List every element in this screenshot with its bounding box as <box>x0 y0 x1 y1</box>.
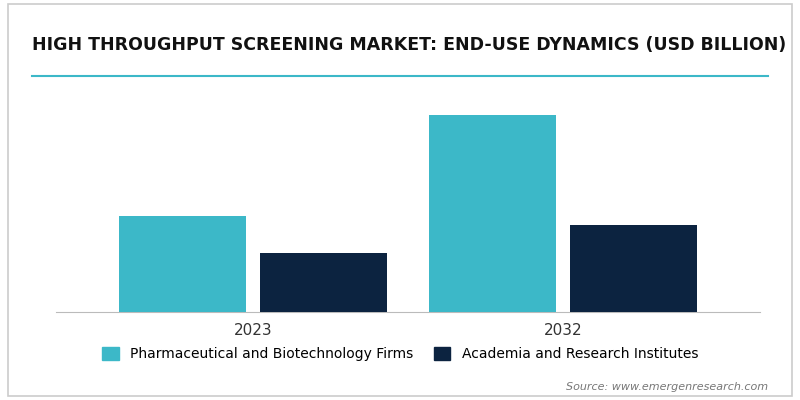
Bar <box>429 115 556 312</box>
Bar <box>119 216 246 312</box>
Legend: Pharmaceutical and Biotechnology Firms, Academia and Research Institutes: Pharmaceutical and Biotechnology Firms, … <box>102 347 698 361</box>
Text: HIGH THROUGHPUT SCREENING MARKET: END-USE DYNAMICS (USD BILLION): HIGH THROUGHPUT SCREENING MARKET: END-US… <box>32 36 786 54</box>
Text: Source: www.emergenresearch.com: Source: www.emergenresearch.com <box>566 382 768 392</box>
Bar <box>570 225 697 312</box>
Bar <box>260 253 387 312</box>
